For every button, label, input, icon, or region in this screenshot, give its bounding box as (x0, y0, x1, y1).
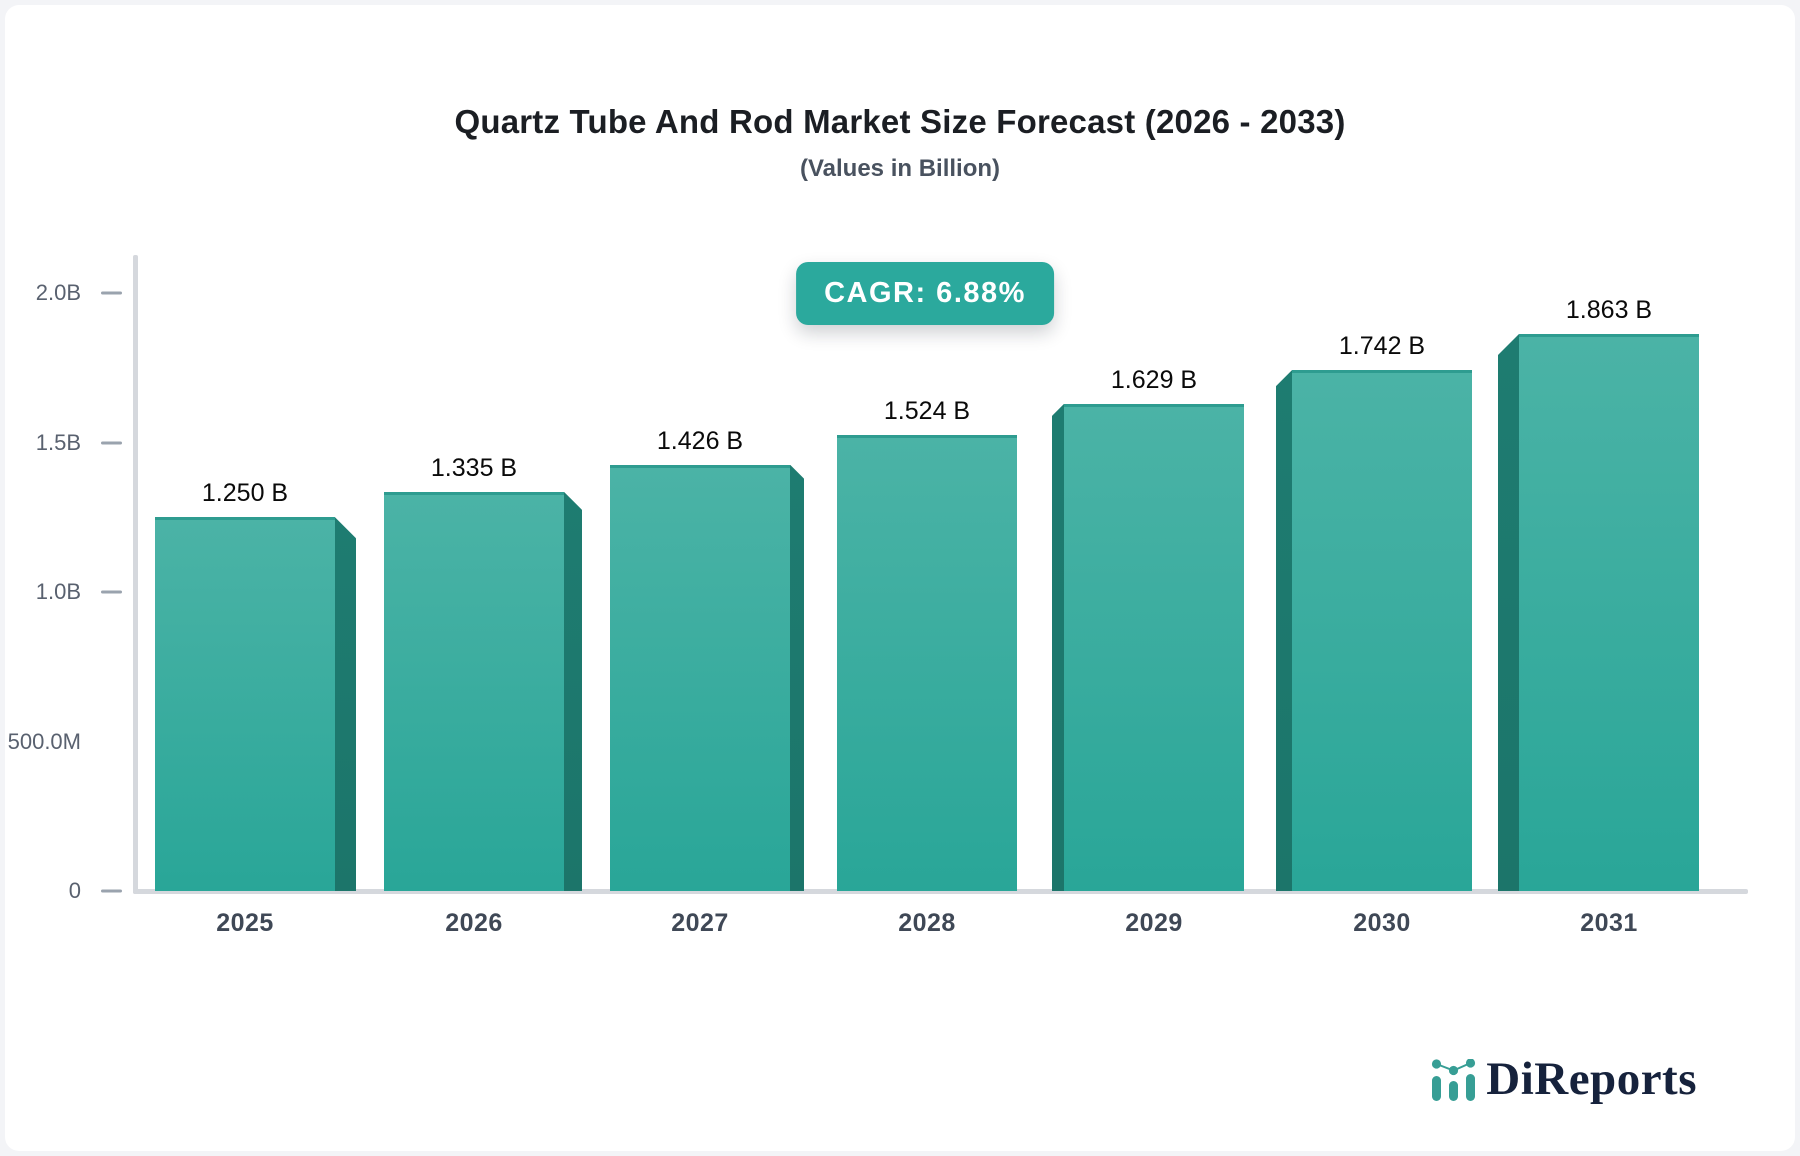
direports-logo-icon (1432, 1058, 1476, 1101)
y-tick-label: 500.0M (7, 728, 81, 754)
bar-chart-plot: 2.0B 1.5B 1.0B 500.0M 0 1.250 B 2025 1.335 B 202… (5, 5, 1795, 1151)
y-tick-label: 1.5B (35, 429, 81, 455)
y-tick-dash (101, 291, 122, 295)
bar-side-3d (1052, 403, 1064, 891)
bar-2025 (155, 517, 335, 891)
bar-2027 (610, 464, 790, 891)
bar-value-label: 1.863 B (1565, 295, 1653, 324)
bar-value-label: 1.524 B (883, 397, 971, 426)
chart-subtitle: (Values in Billion) (799, 155, 1001, 182)
direports-logo: DiReports (1431, 1056, 1697, 1103)
direports-logo-text: DiReports (1486, 1053, 1697, 1105)
bar-side-3d (335, 517, 356, 891)
bar-value-label: 1.426 B (656, 426, 744, 455)
x-tick-label: 2026 (445, 909, 503, 937)
bar-side-3d (1498, 333, 1519, 891)
cagr-badge: CAGR: 6.88% (796, 262, 1054, 325)
bar-2030 (1292, 370, 1472, 891)
y-tick-label: 1.0B (35, 579, 81, 604)
bar-value-label: 1.629 B (1110, 365, 1198, 394)
x-tick-label: 2029 (1125, 909, 1183, 937)
bar-side-3d (790, 464, 804, 891)
y-tick-dash (101, 590, 122, 594)
y-tick-dash (101, 889, 122, 893)
bar-side-3d (1276, 370, 1292, 891)
bar-side-3d (564, 491, 582, 891)
y-tick-dash (101, 441, 122, 444)
x-axis-line (133, 889, 1748, 894)
bar-value-label: 1.250 B (201, 479, 289, 508)
bar-2028 (837, 435, 1017, 891)
x-tick-label: 2028 (898, 909, 956, 937)
bar-value-label: 1.335 B (430, 453, 518, 482)
bar-value-label: 1.742 B (1338, 332, 1426, 361)
y-tick-label: 2.0B (35, 280, 81, 305)
cagr-badge-label: CAGR: 6.88% (824, 277, 1026, 309)
chart-card: Quartz Tube And Rod Market Size Forecast… (5, 5, 1795, 1151)
bar-2029 (1064, 403, 1244, 891)
y-tick-label: 0 (68, 878, 81, 903)
x-tick-label: 2030 (1353, 909, 1411, 937)
bar-2026 (384, 491, 564, 891)
bar-2031 (1519, 333, 1699, 891)
x-tick-label: 2027 (671, 909, 729, 937)
y-axis-line (133, 255, 138, 894)
x-tick-label: 2025 (216, 909, 274, 937)
x-tick-label: 2031 (1580, 909, 1638, 937)
chart-title: Quartz Tube And Rod Market Size Forecast… (454, 103, 1346, 140)
